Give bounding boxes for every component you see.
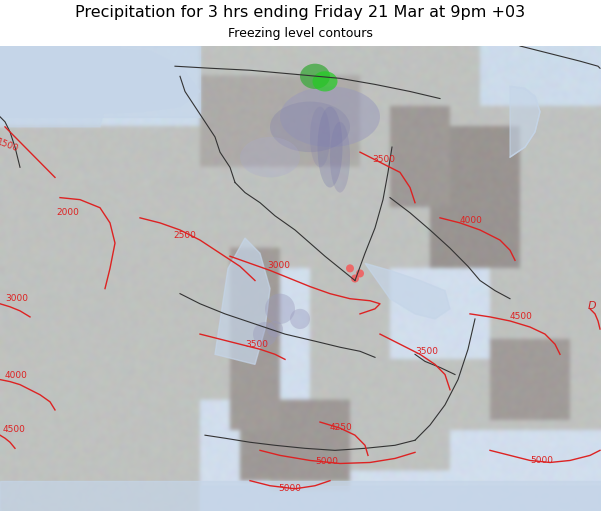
Text: 3000: 3000 [5,294,28,303]
Text: 4000: 4000 [460,216,483,225]
Text: 2500: 2500 [174,231,197,240]
Text: 3500: 3500 [415,347,438,356]
Ellipse shape [270,102,350,152]
Ellipse shape [280,86,380,147]
Circle shape [351,274,359,283]
Text: D: D [588,301,597,311]
Text: 4250: 4250 [330,423,353,432]
Text: 4500: 4500 [510,312,533,321]
Circle shape [290,309,310,329]
Circle shape [253,322,277,346]
Ellipse shape [317,107,343,188]
Text: 2000: 2000 [56,208,79,217]
Polygon shape [365,263,450,319]
Text: 5000: 5000 [530,456,553,466]
Text: Precipitation for 3 hrs ending Friday 21 Mar at 9pm +03: Precipitation for 3 hrs ending Friday 21… [76,6,525,20]
Circle shape [265,294,295,324]
Ellipse shape [330,122,350,193]
Circle shape [356,269,364,277]
Ellipse shape [313,71,338,91]
Polygon shape [0,46,200,117]
Ellipse shape [300,64,330,89]
Ellipse shape [240,137,300,177]
Text: 1500: 1500 [0,138,20,154]
Text: 3500: 3500 [245,340,268,349]
Text: 3000: 3000 [267,262,290,270]
Text: 5000: 5000 [278,484,301,493]
Ellipse shape [310,107,330,167]
Polygon shape [200,486,601,511]
Polygon shape [0,46,120,127]
Circle shape [346,264,354,272]
Polygon shape [215,238,270,364]
Text: 4500: 4500 [3,425,26,434]
Circle shape [267,321,283,337]
Polygon shape [0,46,200,117]
Text: 4000: 4000 [5,370,28,380]
Text: Freezing level contours: Freezing level contours [228,27,373,40]
Polygon shape [510,86,540,157]
Text: 5000: 5000 [315,457,338,467]
Text: 3500: 3500 [372,155,395,164]
Polygon shape [0,481,601,511]
